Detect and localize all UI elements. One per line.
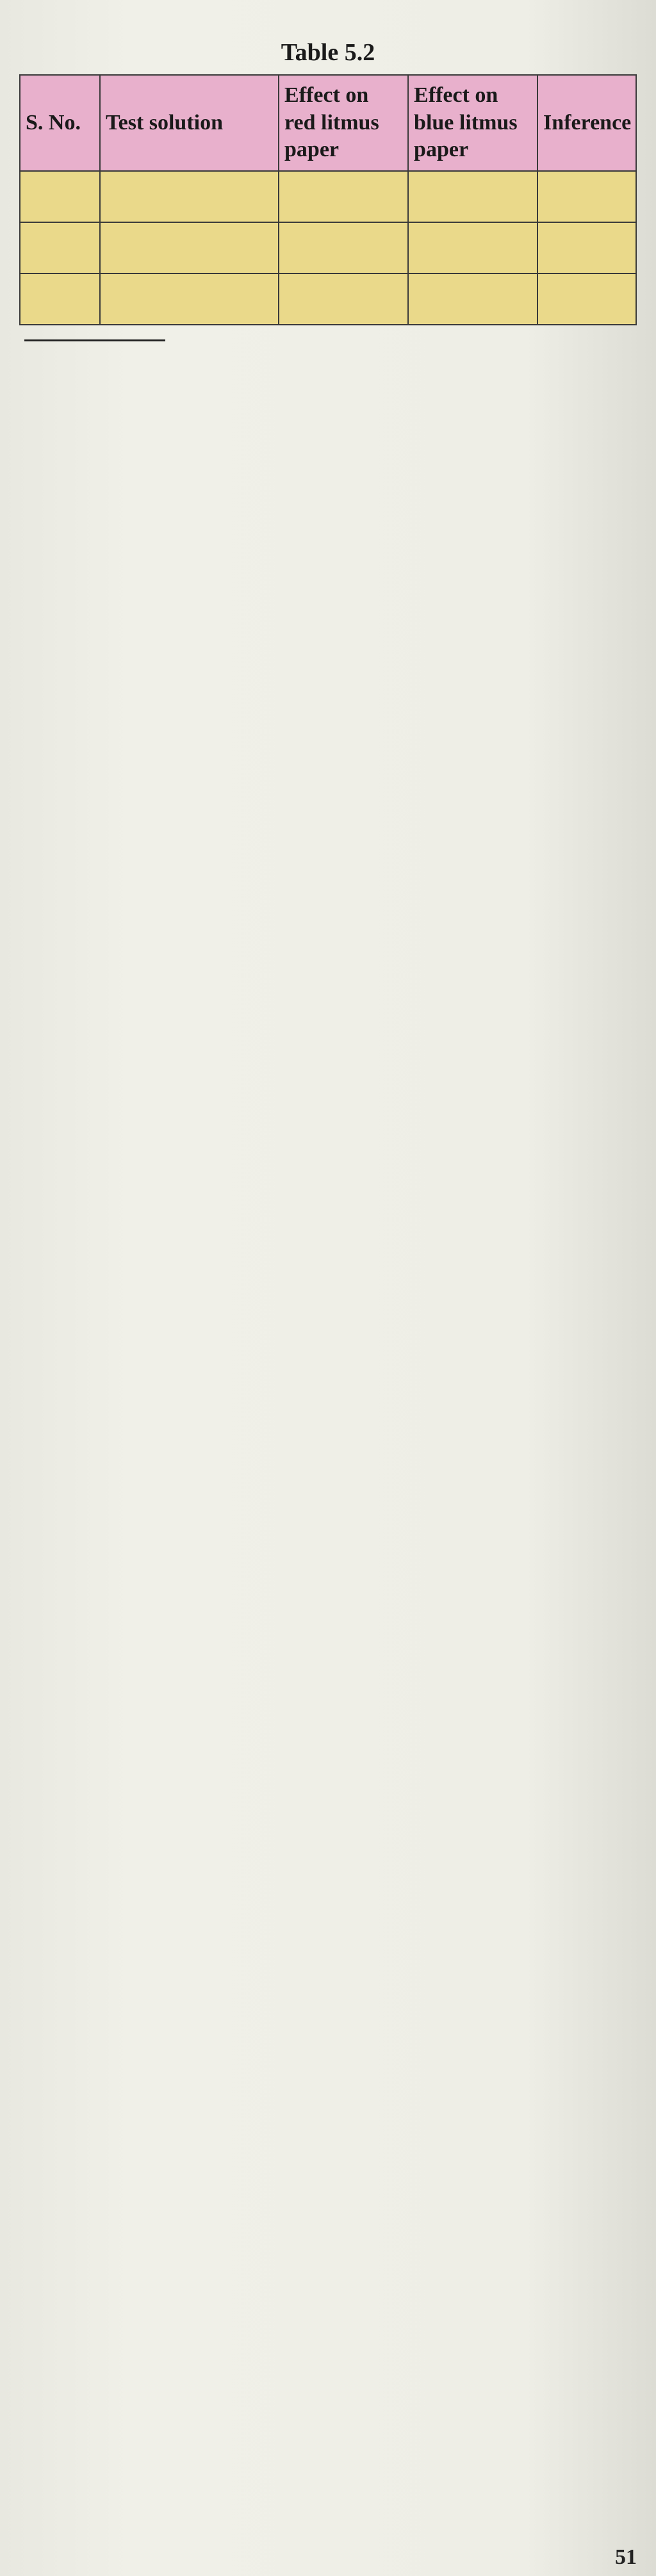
- cell-red: [279, 222, 408, 273]
- table-row: [20, 222, 636, 273]
- cell-inf: [537, 171, 636, 222]
- page-number: 51: [615, 2545, 637, 2570]
- cell-blue: [408, 171, 537, 222]
- cell-test: [100, 171, 279, 222]
- cell-test: [100, 222, 279, 273]
- cell-blue: [408, 222, 537, 273]
- col-header-test: Test solution: [100, 75, 279, 171]
- table-caption: Table 5.2: [19, 38, 637, 67]
- col-header-blue: Effect on blue litmus paper: [408, 75, 537, 171]
- litmus-test-table: S. No. Test solution Effect on red litmu…: [19, 74, 637, 325]
- page: Table 5.2 S. No. Test solution Effect on…: [0, 0, 656, 2576]
- cell-sno: [20, 273, 100, 325]
- cell-sno: [20, 222, 100, 273]
- horizontal-rule: [24, 339, 165, 341]
- table-row: [20, 171, 636, 222]
- cell-blue: [408, 273, 537, 325]
- table-row: [20, 273, 636, 325]
- col-header-sno: S. No.: [20, 75, 100, 171]
- table-header-row: S. No. Test solution Effect on red litmu…: [20, 75, 636, 171]
- cell-red: [279, 273, 408, 325]
- cell-sno: [20, 171, 100, 222]
- cell-red: [279, 171, 408, 222]
- col-header-red: Effect on red litmus paper: [279, 75, 408, 171]
- col-header-inf: Inference: [537, 75, 636, 171]
- cell-test: [100, 273, 279, 325]
- cell-inf: [537, 273, 636, 325]
- cell-inf: [537, 222, 636, 273]
